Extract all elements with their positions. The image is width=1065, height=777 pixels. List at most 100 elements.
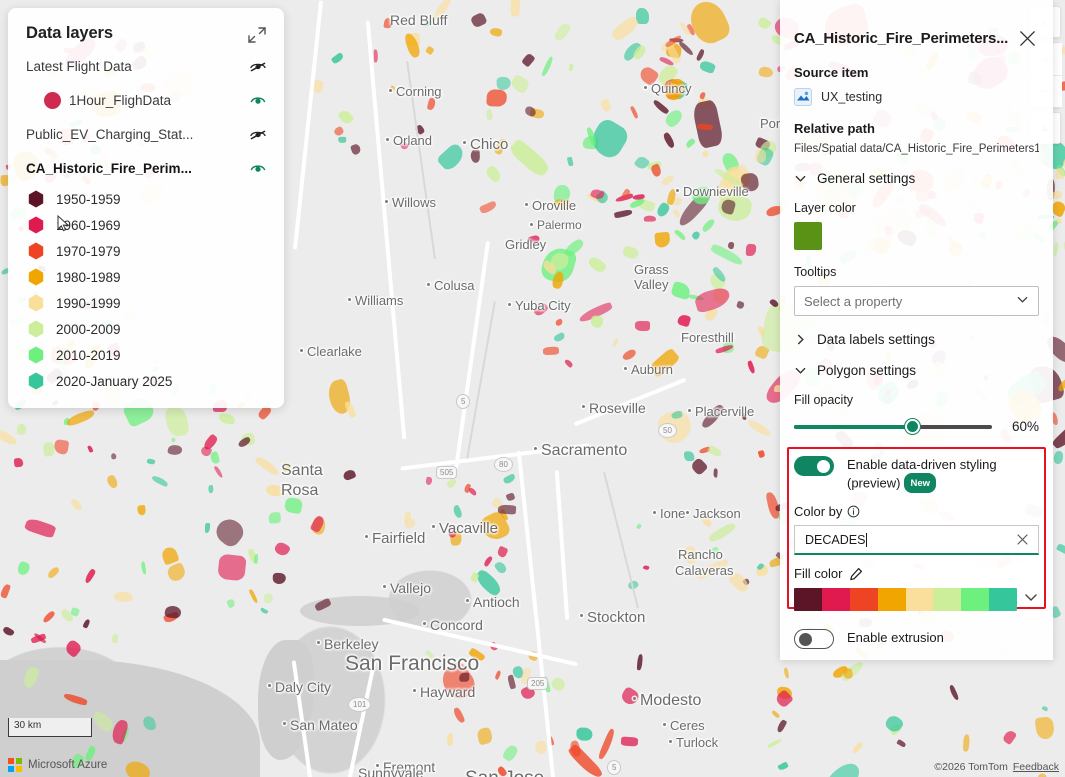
chevron-down-icon[interactable]: [1023, 589, 1039, 610]
legend-label: 2010-2019: [56, 347, 121, 363]
fire-perimeter-polygon: [776, 761, 789, 772]
fill-opacity-thumb[interactable]: [905, 419, 921, 434]
fire-perimeter-polygon: [264, 483, 283, 498]
fire-perimeter-polygon: [425, 476, 434, 486]
tooltips-select[interactable]: Select a property: [794, 286, 1039, 316]
fire-perimeter-polygon: [620, 736, 639, 747]
map-place-dot: [413, 689, 416, 692]
settings-header: CA_Historic_Fire_Perimeters...: [794, 0, 1039, 50]
polygon-settings-label: Polygon settings: [817, 363, 917, 378]
map-place-dot: [423, 622, 426, 625]
fire-perimeter-polygon: [735, 300, 746, 309]
fire-perimeter-polygon: [82, 568, 97, 585]
fire-perimeter-polygon: [708, 521, 737, 544]
fire-perimeter-polygon: [166, 443, 183, 456]
fire-perimeter-polygon: [532, 301, 550, 318]
visibility-on-icon[interactable]: [248, 158, 268, 178]
fire-perimeter-polygon: [1051, 190, 1063, 199]
color-by-input[interactable]: DECADES: [794, 525, 1039, 555]
visibility-off-icon[interactable]: [248, 56, 268, 76]
pencil-icon[interactable]: [849, 567, 863, 581]
map-place-dot: [653, 511, 656, 514]
fire-perimeter-polygon: [586, 254, 608, 275]
map-place-dot: [300, 349, 303, 352]
legend-row[interactable]: 1950-1959: [8, 186, 284, 212]
relative-path-value: Files/Spatial data/CA_Historic_Fire_Peri…: [794, 143, 1039, 155]
layer-color-swatch[interactable]: [794, 222, 822, 250]
fill-color-label: Fill color: [794, 566, 843, 581]
layer-row[interactable]: Public_EV_Charging_Stat...: [8, 120, 284, 148]
layer-row[interactable]: 1Hour_FlighData: [8, 86, 284, 114]
fire-perimeter-polygon: [727, 241, 735, 250]
accordion-polygon-settings[interactable]: Polygon settings: [794, 363, 1039, 378]
source-item-row[interactable]: UX_testing: [794, 88, 1039, 106]
fire-decades-legend: 1950-1959 1960-1969 1970-1979 1980-1989 1990…: [8, 186, 284, 394]
fire-perimeter-polygon: [209, 451, 220, 465]
fire-perimeter-polygon: [619, 686, 641, 708]
fire-perimeter-polygon: [563, 358, 574, 369]
enable-extrusion-toggle[interactable]: [794, 629, 834, 649]
fire-perimeter-polygon: [485, 88, 507, 107]
fire-perimeter-polygon: [496, 546, 509, 559]
map-place-dot: [669, 740, 672, 743]
fire-perimeter-polygon: [349, 143, 362, 156]
fill-opacity-slider[interactable]: [794, 419, 992, 434]
fire-perimeter-polygon: [697, 123, 714, 130]
collapse-icon[interactable]: [246, 24, 268, 46]
visibility-off-icon[interactable]: [248, 124, 268, 144]
close-icon[interactable]: [1017, 28, 1039, 50]
fire-perimeter-polygon: [695, 48, 705, 62]
accordion-general-settings[interactable]: General settings: [794, 171, 1039, 186]
fire-perimeter-polygon: [493, 560, 508, 575]
fire-perimeter-polygon: [501, 743, 520, 763]
fire-perimeter-polygon: [426, 97, 437, 111]
map-place-dot: [386, 138, 389, 141]
fire-perimeter-polygon: [1, 625, 15, 637]
fire-perimeter-polygon: [160, 545, 180, 566]
data-driven-styling-toggle[interactable]: [794, 456, 834, 476]
fire-perimeter-polygon: [597, 728, 616, 761]
fire-perimeter-polygon: [727, 570, 751, 595]
layer-row[interactable]: CA_Historic_Fire_Perim...: [8, 154, 284, 182]
accordion-data-labels-settings[interactable]: Data labels settings: [794, 332, 1039, 347]
fire-perimeter-polygon: [610, 14, 641, 43]
data-layers-header: Data layers: [8, 24, 284, 46]
fire-perimeter-polygon: [1037, 772, 1048, 777]
fire-perimeter-polygon: [213, 464, 224, 479]
legend-row[interactable]: 1960-1969: [8, 212, 284, 238]
fire-perimeter-polygon: [273, 540, 292, 559]
layer-row[interactable]: Latest Flight Data: [8, 52, 284, 80]
info-icon[interactable]: [847, 505, 860, 518]
fire-perimeter-polygon: [113, 591, 133, 603]
source-item-name: UX_testing: [821, 90, 883, 104]
highway-shield: 5: [607, 760, 622, 775]
map-place-dot: [534, 447, 537, 450]
data-driven-toggle-row: Enable data-driven styling (preview) New: [794, 456, 1039, 493]
legend-row[interactable]: 2020-January 2025: [8, 368, 284, 394]
map-place-dot: [676, 189, 679, 192]
fire-perimeter-polygon: [208, 484, 215, 494]
map-place-dot: [283, 722, 286, 725]
fire-perimeter-polygon: [700, 401, 726, 430]
fire-perimeter-polygon: [683, 137, 696, 149]
clear-icon[interactable]: [1015, 532, 1030, 547]
fire-perimeter-polygon: [140, 561, 147, 575]
fire-perimeter-polygon: [963, 734, 971, 752]
visibility-on-icon[interactable]: [248, 90, 268, 110]
legend-row[interactable]: 1980-1989: [8, 264, 284, 290]
legend-row[interactable]: 1990-1999: [8, 290, 284, 316]
legend-hex-icon: [28, 242, 44, 260]
fire-perimeter-polygon: [642, 564, 650, 571]
fire-perimeter-polygon: [755, 15, 772, 31]
feedback-link[interactable]: Feedback: [1012, 761, 1059, 773]
legend-row[interactable]: 2000-2009: [8, 316, 284, 342]
map-place-dot: [580, 614, 583, 617]
fire-perimeter-polygon: [436, 660, 480, 705]
fill-color-ramp-row[interactable]: [794, 588, 1039, 611]
fire-perimeter-polygon: [621, 347, 638, 363]
map-place-dot: [463, 141, 466, 144]
legend-row[interactable]: 2010-2019: [8, 342, 284, 368]
fill-color-ramp[interactable]: [794, 588, 1017, 611]
fire-perimeter-polygon: [331, 51, 345, 65]
legend-row[interactable]: 1970-1979: [8, 238, 284, 264]
